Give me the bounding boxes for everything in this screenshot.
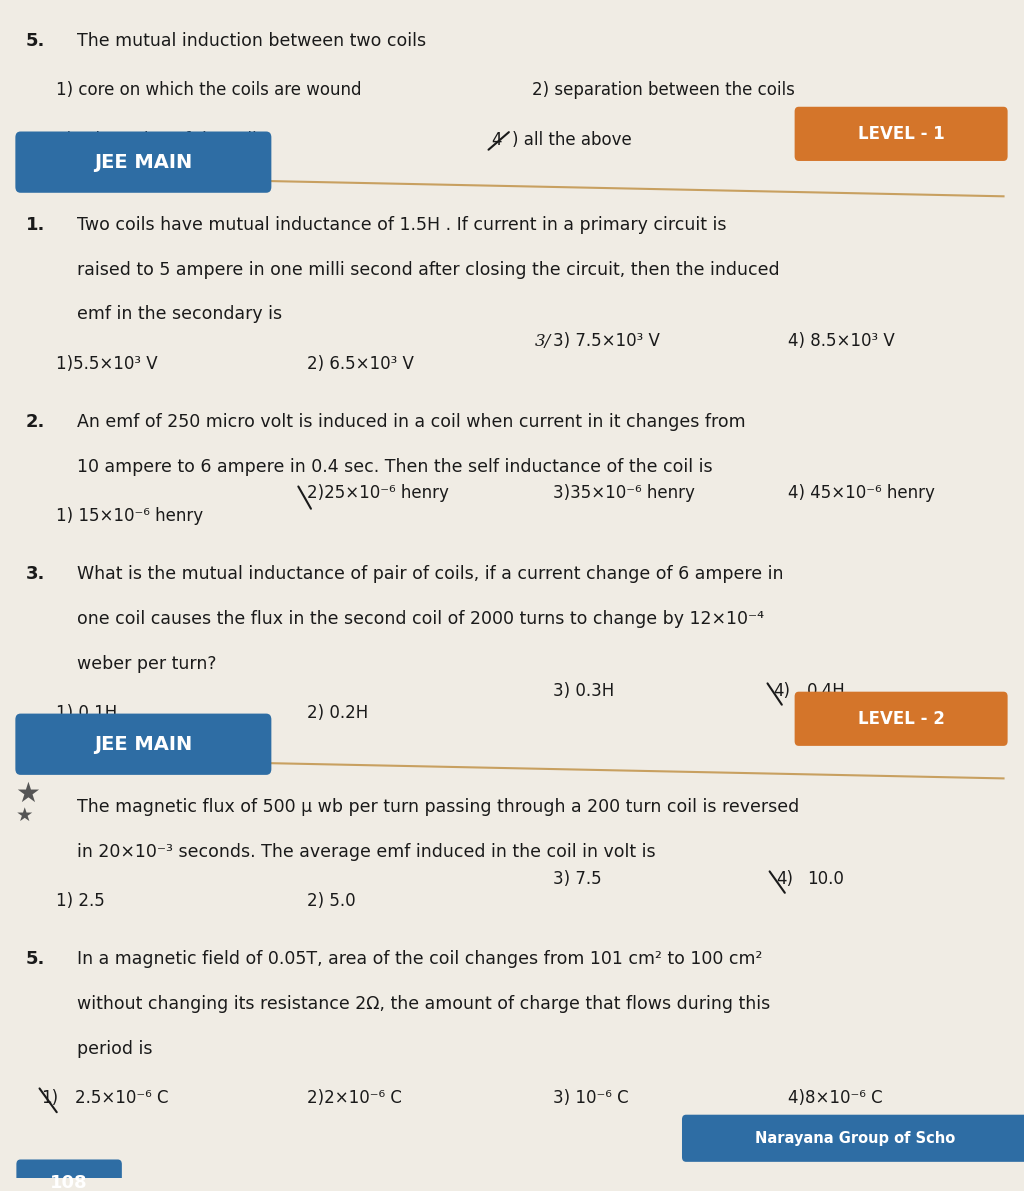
Text: emf in the secondary is: emf in the secondary is — [77, 305, 282, 324]
Text: 4) 8.5×10³ V: 4) 8.5×10³ V — [788, 332, 895, 350]
Text: 0.4H: 0.4H — [807, 681, 846, 699]
Text: 5.: 5. — [26, 950, 45, 968]
Text: one coil causes the flux in the second coil of 2000 turns to change by 12×10⁻⁴: one coil causes the flux in the second c… — [77, 610, 764, 628]
Text: 3) 7.5: 3) 7.5 — [553, 869, 601, 887]
Text: 3) orientation of the coils: 3) orientation of the coils — [56, 131, 265, 149]
Text: 10 ampere to 6 ampere in 0.4 sec. Then the self inductance of the coil is: 10 ampere to 6 ampere in 0.4 sec. Then t… — [77, 457, 713, 475]
Text: 3) 10⁻⁶ C: 3) 10⁻⁶ C — [553, 1089, 629, 1106]
Text: 2.: 2. — [26, 413, 45, 431]
Text: What is the mutual inductance of pair of coils, if a current change of 6 ampere : What is the mutual inductance of pair of… — [77, 565, 783, 584]
Text: 2)25×10⁻⁶ henry: 2)25×10⁻⁶ henry — [307, 485, 450, 503]
Text: 1): 1) — [41, 1089, 58, 1106]
Text: 1.: 1. — [26, 216, 45, 233]
FancyBboxPatch shape — [795, 107, 1008, 161]
Text: raised to 5 ampere in one milli second after closing the circuit, then the induc: raised to 5 ampere in one milli second a… — [77, 261, 779, 279]
Text: Narayana Group of Scho: Narayana Group of Scho — [755, 1130, 955, 1146]
Text: 2) 0.2H: 2) 0.2H — [307, 704, 369, 722]
Text: 3) 0.3H: 3) 0.3H — [553, 681, 614, 699]
Text: JEE MAIN: JEE MAIN — [94, 735, 193, 754]
Text: 3/: 3/ — [535, 332, 551, 350]
Text: 4: 4 — [492, 131, 502, 149]
Text: The magnetic flux of 500 μ wb per turn passing through a 200 turn coil is revers: The magnetic flux of 500 μ wb per turn p… — [77, 798, 799, 816]
Text: 1) core on which the coils are wound: 1) core on which the coils are wound — [56, 81, 361, 100]
Text: 2) separation between the coils: 2) separation between the coils — [532, 81, 796, 100]
FancyBboxPatch shape — [16, 1160, 122, 1191]
Text: 3.: 3. — [26, 565, 45, 584]
Text: weber per turn?: weber per turn? — [77, 655, 216, 673]
Text: The mutual induction between two coils: The mutual induction between two coils — [77, 32, 426, 50]
Text: 5.: 5. — [26, 32, 45, 50]
Text: LEVEL - 1: LEVEL - 1 — [858, 125, 944, 143]
Text: 3) 7.5×10³ V: 3) 7.5×10³ V — [553, 332, 659, 350]
Text: 1)5.5×10³ V: 1)5.5×10³ V — [56, 355, 158, 373]
Text: JEE MAIN: JEE MAIN — [94, 152, 193, 172]
FancyBboxPatch shape — [15, 713, 271, 775]
Text: Two coils have mutual inductance of 1.5H . If current in a primary circuit is: Two coils have mutual inductance of 1.5H… — [77, 216, 726, 233]
Text: 3)35×10⁻⁶ henry: 3)35×10⁻⁶ henry — [553, 485, 695, 503]
Text: LEVEL - 2: LEVEL - 2 — [858, 710, 944, 728]
Text: ★: ★ — [15, 779, 40, 807]
Text: 1) 0.1H: 1) 0.1H — [56, 704, 118, 722]
Text: 2) 6.5×10³ V: 2) 6.5×10³ V — [307, 355, 414, 373]
Text: 2)2×10⁻⁶ C: 2)2×10⁻⁶ C — [307, 1089, 402, 1106]
Text: 4) 45×10⁻⁶ henry: 4) 45×10⁻⁶ henry — [788, 485, 935, 503]
Text: ) all the above: ) all the above — [512, 131, 632, 149]
FancyBboxPatch shape — [15, 131, 271, 193]
FancyBboxPatch shape — [795, 692, 1008, 746]
Text: 10.0: 10.0 — [807, 869, 844, 887]
FancyBboxPatch shape — [682, 1115, 1024, 1162]
Text: 1) 2.5: 1) 2.5 — [56, 892, 105, 910]
Text: 2) 5.0: 2) 5.0 — [307, 892, 355, 910]
Text: 2.5×10⁻⁶ C: 2.5×10⁻⁶ C — [75, 1089, 168, 1106]
Text: 1) 15×10⁻⁶ henry: 1) 15×10⁻⁶ henry — [56, 507, 204, 525]
Text: An emf of 250 micro volt is induced in a coil when current in it changes from: An emf of 250 micro volt is induced in a… — [77, 413, 745, 431]
Text: period is: period is — [77, 1040, 153, 1058]
Text: in 20×10⁻³ seconds. The average emf induced in the coil in volt is: in 20×10⁻³ seconds. The average emf indu… — [77, 843, 655, 861]
Text: 4): 4) — [776, 869, 794, 887]
Text: 4)8×10⁻⁶ C: 4)8×10⁻⁶ C — [788, 1089, 883, 1106]
Text: ★: ★ — [15, 806, 33, 825]
Text: without changing its resistance 2Ω, the amount of charge that flows during this: without changing its resistance 2Ω, the … — [77, 994, 770, 1012]
Text: 108: 108 — [50, 1174, 88, 1191]
Text: In a magnetic field of 0.05T, area of the coil changes from 101 cm² to 100 cm²: In a magnetic field of 0.05T, area of th… — [77, 950, 762, 968]
Text: 4): 4) — [773, 681, 791, 699]
